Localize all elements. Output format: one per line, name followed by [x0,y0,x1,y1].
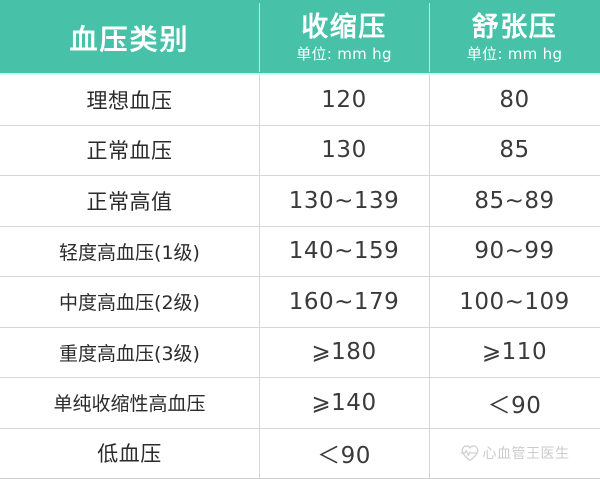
cell-category: 中度高血压(2级) [59,292,200,315]
watermark-text: 心血管王医生 [482,446,570,463]
cell-category: 重度高血压(3级) [59,342,200,365]
table-row: 理想血压 120 80 [0,75,600,126]
cell-category: 低血压 [97,442,162,467]
cell-systolic: ⩾140 [259,378,429,428]
column-header-diastolic-unit: 单位: mm hg [466,44,563,63]
cell-systolic: 130 [259,125,429,176]
cell-category: 正常血压 [86,139,173,164]
table-row: 重度高血压(3级) ⩾180 ⩾110 [0,327,600,378]
column-header-systolic-label: 收缩压 [301,11,387,43]
column-header-systolic: 收缩压 单位: mm hg [259,0,429,75]
table-row: 单纯收缩性高血压 ⩾140 ＜90 [0,378,600,429]
cell-category: 单纯收缩性高血压 [53,393,206,416]
cell-diastolic: 80 [429,75,600,125]
column-header-systolic-unit: 单位: mm hg [296,44,392,63]
cell-diastolic: 85 [429,125,600,176]
cell-systolic: 140~159 [259,226,429,277]
column-header-diastolic: 舒张压 单位: mm hg [429,0,600,75]
column-header-diastolic-label: 舒张压 [471,11,558,43]
column-header-category-label: 血压类别 [69,22,190,56]
cell-category: 正常高值 [86,189,173,214]
table-row: 轻度高血压(1级) 140~159 90~99 [0,226,600,277]
cell-category: 轻度高血压(1级) [59,241,200,264]
cell-diastolic: 心血管王医生 [429,428,600,479]
table-body: 理想血压 120 80 正常血压 130 85 正常高值 130~139 85~… [0,75,600,479]
cell-diastolic: ＜90 [429,378,600,428]
cell-systolic: 120 [259,75,429,125]
table-row: 正常血压 130 85 [0,125,600,176]
cell-diastolic: 100~109 [429,277,600,327]
cell-systolic: ＜90 [259,428,429,479]
table-row: 正常高值 130~139 85~89 [0,176,600,227]
watermark: 心血管王医生 [459,443,570,463]
cell-diastolic: 90~99 [429,226,600,277]
table-row: 中度高血压(2级) 160~179 100~109 [0,277,600,328]
heart-pulse-icon [459,444,480,462]
cell-category: 理想血压 [86,88,173,113]
column-header-category: 血压类别 [0,0,259,75]
table-row: 低血压 ＜90 心血管王医生 [0,428,600,479]
cell-systolic: 130~139 [259,176,429,226]
cell-systolic: 160~179 [259,277,429,327]
cell-systolic: ⩾180 [259,327,429,378]
cell-diastolic: 85~89 [429,176,600,226]
table-header-row: 血压类别 收缩压 单位: mm hg 舒张压 单位: mm hg [0,0,600,75]
cell-diastolic: ⩾110 [429,327,600,378]
